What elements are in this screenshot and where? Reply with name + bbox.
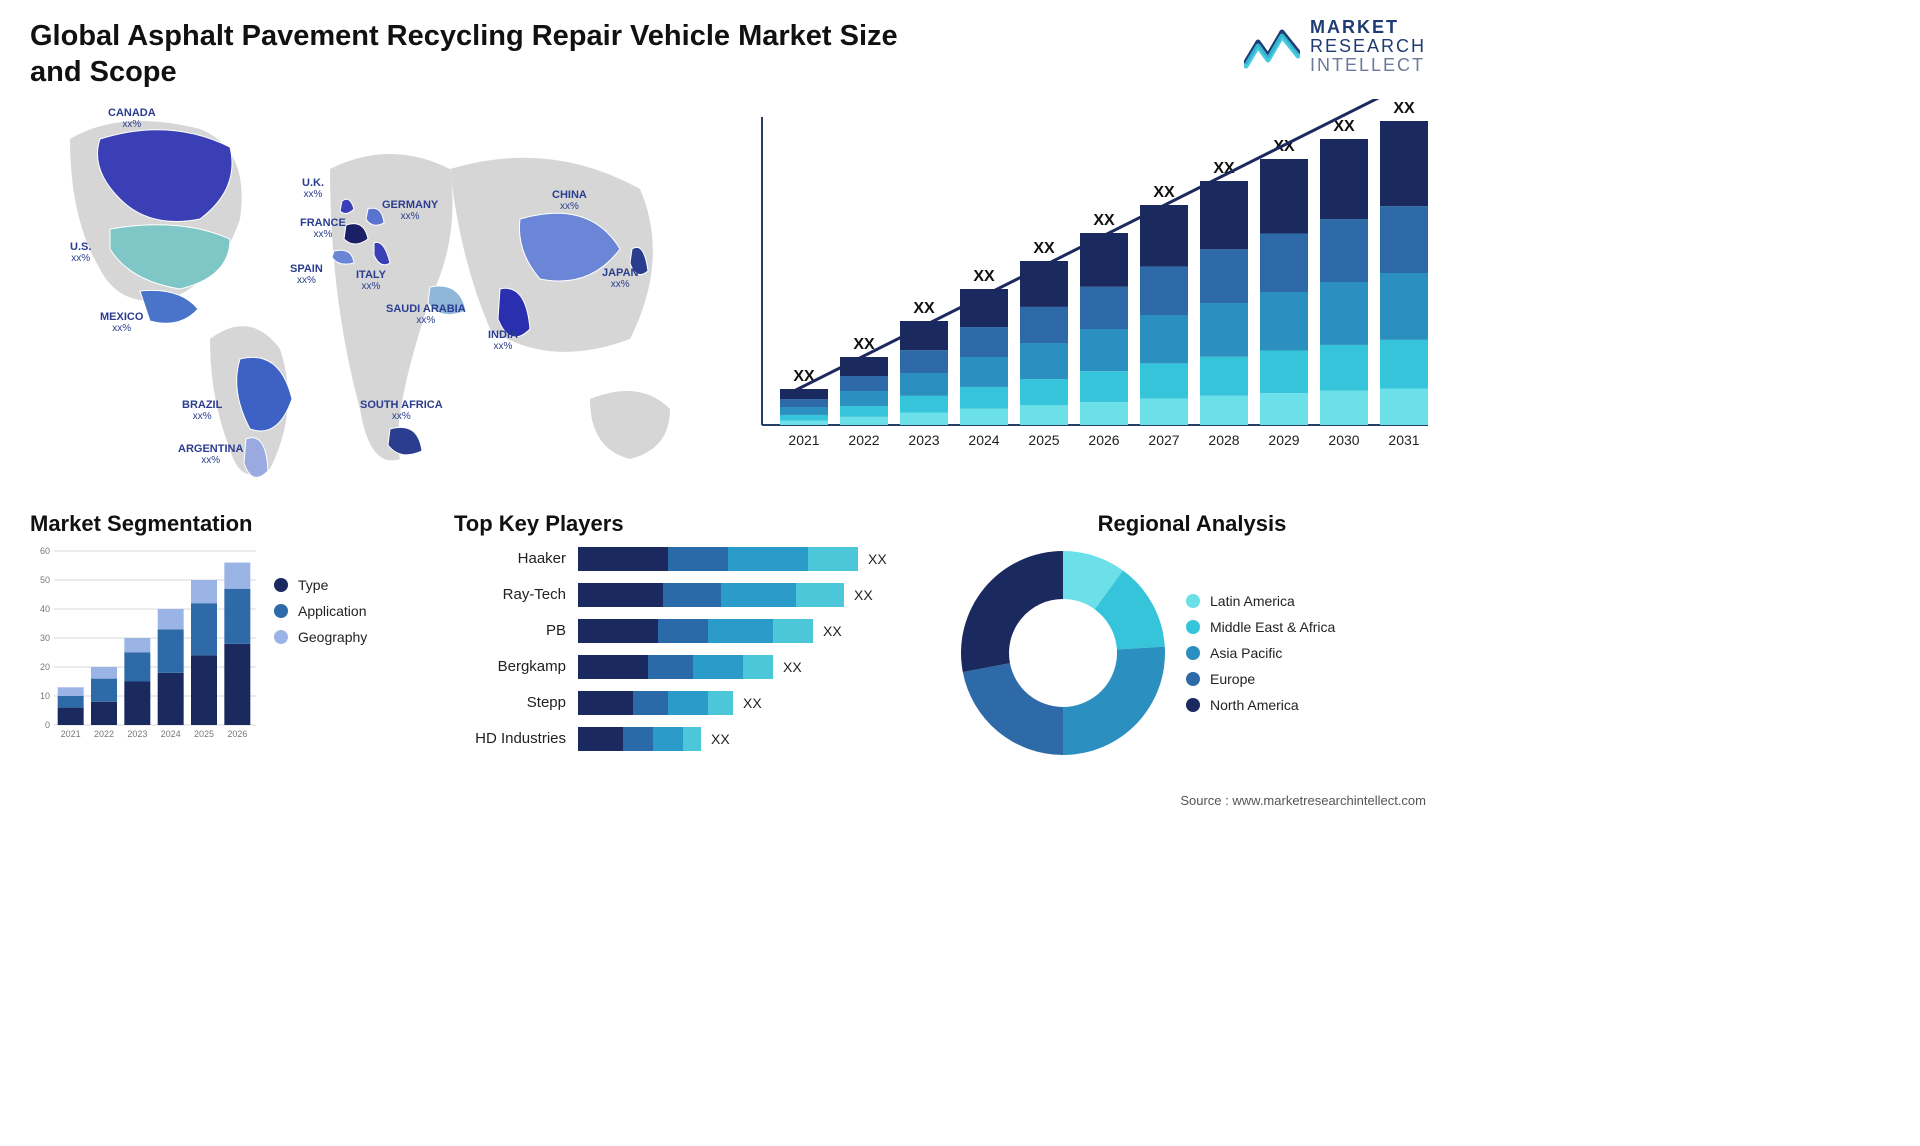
svg-text:2027: 2027 [1148, 432, 1179, 448]
svg-text:2024: 2024 [161, 729, 181, 739]
svg-text:40: 40 [40, 604, 50, 614]
svg-text:XX: XX [1333, 118, 1355, 135]
legend-item: North America [1186, 697, 1426, 713]
player-bar [578, 727, 701, 751]
svg-text:60: 60 [40, 546, 50, 556]
segmentation-panel: Market Segmentation 0 10 20 30 40 50 60 2021 202… [30, 511, 430, 763]
map-label: BRAZILxx% [182, 399, 222, 422]
svg-text:2028: 2028 [1208, 432, 1239, 448]
brand-logo: MARKET RESEARCH INTELLECT [1244, 18, 1426, 75]
source-line: Source : www.marketresearchintellect.com [1180, 793, 1426, 808]
map-label: ITALYxx% [356, 269, 386, 292]
svg-text:XX: XX [973, 268, 995, 285]
svg-text:2026: 2026 [227, 729, 247, 739]
svg-text:0: 0 [45, 720, 50, 730]
svg-text:XX: XX [1393, 100, 1415, 117]
player-name: Ray-Tech [454, 586, 578, 603]
svg-text:2031: 2031 [1388, 432, 1419, 448]
map-label: GERMANYxx% [382, 199, 438, 222]
svg-text:2030: 2030 [1328, 432, 1359, 448]
player-row: HD Industries XX [454, 723, 934, 755]
page-title: Global Asphalt Pavement Recycling Repair… [30, 18, 930, 91]
svg-text:2026: 2026 [1088, 432, 1119, 448]
growth-chart: XX 2021 XX 2022 XX 2023 XX 2024 XX 2025 XX 2026 XX 20… [734, 99, 1434, 499]
player-value: XX [823, 623, 842, 639]
player-row: Stepp XX [454, 687, 934, 719]
player-bar [578, 619, 813, 643]
player-name: Stepp [454, 694, 578, 711]
svg-text:2021: 2021 [788, 432, 819, 448]
svg-text:2022: 2022 [848, 432, 879, 448]
legend-item: Application [274, 603, 430, 619]
legend-item: Type [274, 577, 430, 593]
map-label: SOUTH AFRICAxx% [360, 399, 443, 422]
player-name: PB [454, 622, 578, 639]
map-label: FRANCExx% [300, 217, 346, 240]
logo-line2: RESEARCH [1310, 37, 1426, 56]
regional-panel: Regional Analysis Latin America Middle Ea… [958, 511, 1426, 763]
logo-icon [1244, 22, 1300, 70]
player-row: Bergkamp XX [454, 651, 934, 683]
legend-item: Latin America [1186, 593, 1426, 609]
svg-text:50: 50 [40, 575, 50, 585]
svg-text:2029: 2029 [1268, 432, 1299, 448]
logo-line3: INTELLECT [1310, 56, 1426, 75]
map-label: SPAINxx% [290, 263, 323, 286]
map-label: MEXICOxx% [100, 311, 143, 334]
svg-text:10: 10 [40, 691, 50, 701]
svg-text:2021: 2021 [61, 729, 81, 739]
key-players-panel: Top Key Players HaakerXXRay-TechXXPBXXBe… [454, 511, 934, 763]
player-row: Haaker XX [454, 543, 934, 575]
player-row: Ray-Tech XX [454, 579, 934, 611]
svg-text:XX: XX [1153, 184, 1175, 201]
player-value: XX [868, 551, 887, 567]
legend-item: Asia Pacific [1186, 645, 1426, 661]
svg-text:XX: XX [1033, 240, 1055, 257]
svg-text:20: 20 [40, 662, 50, 672]
map-label: ARGENTINAxx% [178, 443, 243, 466]
svg-text:2023: 2023 [908, 432, 939, 448]
map-label: JAPANxx% [602, 267, 638, 290]
svg-text:2025: 2025 [194, 729, 214, 739]
legend-item: Europe [1186, 671, 1426, 687]
player-value: XX [783, 659, 802, 675]
player-value: XX [711, 731, 730, 747]
player-bar [578, 691, 733, 715]
player-name: Bergkamp [454, 658, 578, 675]
player-bar [578, 547, 858, 571]
svg-text:XX: XX [913, 300, 935, 317]
player-bar [578, 655, 773, 679]
player-bar [578, 583, 844, 607]
player-row: PB XX [454, 615, 934, 647]
legend-item: Geography [274, 629, 430, 645]
svg-text:2023: 2023 [127, 729, 147, 739]
player-name: HD Industries [454, 730, 578, 747]
map-label: CHINAxx% [552, 189, 587, 212]
player-value: XX [854, 587, 873, 603]
svg-text:30: 30 [40, 633, 50, 643]
map-label: U.S.xx% [70, 241, 91, 264]
svg-text:XX: XX [1093, 212, 1115, 229]
player-value: XX [743, 695, 762, 711]
map-label: SAUDI ARABIAxx% [386, 303, 466, 326]
svg-text:2022: 2022 [94, 729, 114, 739]
logo-line1: MARKET [1310, 18, 1426, 37]
map-label: U.K.xx% [302, 177, 324, 200]
legend-item: Middle East & Africa [1186, 619, 1426, 635]
map-label: INDIAxx% [488, 329, 518, 352]
regional-title: Regional Analysis [958, 511, 1426, 537]
svg-text:2024: 2024 [968, 432, 999, 448]
players-title: Top Key Players [454, 511, 934, 537]
player-name: Haaker [454, 550, 578, 567]
segmentation-title: Market Segmentation [30, 511, 430, 537]
world-map: CANADAxx% U.S.xx% MEXICOxx% BRAZILxx% ARGENT… [30, 99, 710, 499]
svg-text:2025: 2025 [1028, 432, 1059, 448]
map-label: CANADAxx% [108, 107, 156, 130]
